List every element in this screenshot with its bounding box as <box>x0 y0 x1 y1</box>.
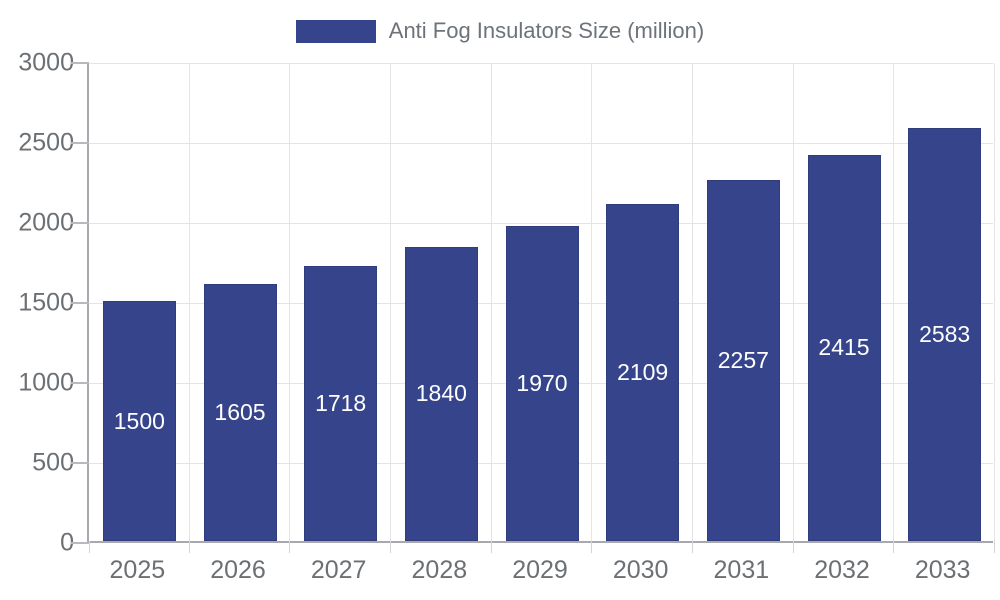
bar-value-label: 1500 <box>113 407 165 434</box>
x-axis-tick <box>994 541 995 553</box>
y-axis-tick <box>71 542 89 544</box>
bar-value-label: 2583 <box>919 320 971 347</box>
x-axis-tick <box>89 541 90 553</box>
x-tick-label: 2025 <box>109 556 166 584</box>
x-tick-label: 2030 <box>612 556 669 584</box>
y-tick-label: 1500 <box>18 288 74 317</box>
y-gridline <box>89 63 993 64</box>
bar[interactable]: 2109 <box>606 203 680 541</box>
bar[interactable]: 1970 <box>505 225 579 541</box>
x-axis-tick <box>490 541 492 553</box>
x-tick-label: 2029 <box>512 556 568 584</box>
x-gridline <box>692 63 693 541</box>
chart-legend[interactable]: Anti Fog Insulators Size (million) <box>0 18 1000 44</box>
y-axis-tick <box>71 62 89 64</box>
plot-area: 1500 1605 1718 1840 1970 2109 2257 2415 2583 <box>71 62 995 553</box>
x-gridline <box>390 63 391 541</box>
y-tick-label: 0 <box>60 528 74 557</box>
legend-label: Anti Fog Insulators Size (million) <box>388 18 705 43</box>
x-axis-tick <box>188 541 190 553</box>
x-axis-tick <box>591 541 593 553</box>
x-gridline <box>893 63 895 541</box>
x-axis-tick <box>792 541 794 553</box>
y-axis-tick <box>71 382 89 384</box>
y-axis-tick <box>71 142 89 144</box>
x-axis-tick <box>893 541 895 553</box>
bar-value-label: 1718 <box>315 390 367 417</box>
bar[interactable]: 1500 <box>102 301 176 541</box>
bar[interactable]: 1840 <box>404 246 478 541</box>
x-gridline <box>994 63 995 541</box>
x-tick-label: 2031 <box>713 556 770 584</box>
y-axis-tick <box>71 302 89 304</box>
bar-value-label: 1840 <box>415 380 467 407</box>
x-gridline <box>490 63 492 541</box>
bar-value-label: 2257 <box>717 346 769 373</box>
y-tick-label: 500 <box>32 448 74 477</box>
bar[interactable]: 2257 <box>706 179 780 541</box>
bar-value-label: 2415 <box>818 334 870 361</box>
y-tick-label: 2500 <box>18 128 74 157</box>
bar[interactable]: 1605 <box>203 284 277 541</box>
y-gridline <box>89 143 993 144</box>
y-axis-tick <box>71 462 89 464</box>
x-axis-tick <box>390 541 391 553</box>
legend-swatch <box>295 19 376 43</box>
y-gridline <box>89 223 993 224</box>
x-tick-label: 2026 <box>210 556 266 584</box>
x-tick-label: 2027 <box>310 556 367 584</box>
x-tick-label: 2028 <box>411 556 468 584</box>
bar-value-label: 1970 <box>516 369 568 396</box>
y-tick-label: 2000 <box>18 208 74 237</box>
x-axis-tick <box>692 541 693 553</box>
y-tick-label: 1000 <box>18 368 74 397</box>
x-gridline <box>289 63 291 541</box>
y-axis-labels: 0 500 1000 1500 2000 2500 3000 <box>0 50 74 555</box>
y-tick-label: 3000 <box>18 48 74 77</box>
x-tick-label: 2032 <box>814 556 870 584</box>
y-axis-tick <box>71 222 89 224</box>
x-gridline <box>591 63 593 541</box>
bar[interactable]: 2583 <box>908 127 982 541</box>
x-tick-label: 2033 <box>914 556 971 584</box>
x-axis-tick <box>289 541 291 553</box>
bar[interactable]: 2415 <box>807 154 881 541</box>
bar-value-label: 1605 <box>214 399 266 426</box>
x-axis-labels: 2025 2026 2027 2028 2029 2030 2031 2032 2033 <box>87 558 993 588</box>
bar[interactable]: 1718 <box>304 266 378 541</box>
x-gridline <box>792 63 794 541</box>
bar-value-label: 2109 <box>617 358 669 385</box>
x-gridline <box>188 63 190 541</box>
